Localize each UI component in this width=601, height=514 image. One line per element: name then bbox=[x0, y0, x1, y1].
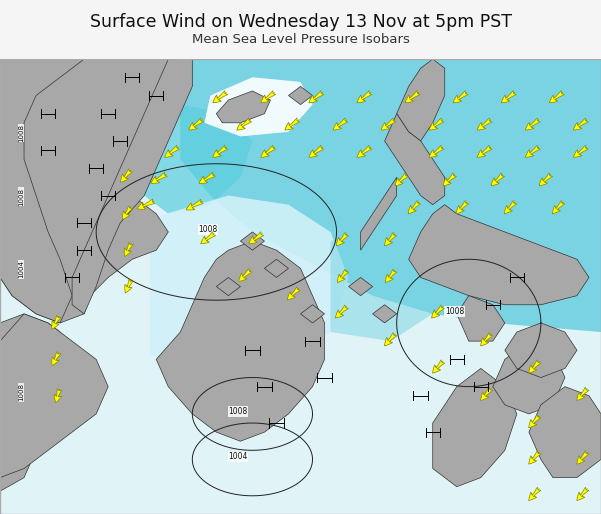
Polygon shape bbox=[409, 205, 589, 305]
Text: 1008: 1008 bbox=[18, 188, 24, 206]
Polygon shape bbox=[0, 314, 108, 478]
Polygon shape bbox=[72, 59, 192, 314]
Polygon shape bbox=[0, 423, 36, 491]
Polygon shape bbox=[349, 278, 373, 296]
Polygon shape bbox=[457, 296, 505, 341]
Polygon shape bbox=[433, 369, 517, 487]
Polygon shape bbox=[0, 59, 192, 323]
Polygon shape bbox=[180, 59, 601, 332]
Polygon shape bbox=[493, 341, 565, 414]
Polygon shape bbox=[216, 91, 270, 123]
Polygon shape bbox=[397, 59, 445, 141]
Polygon shape bbox=[373, 305, 397, 323]
Text: Mean Sea Level Pressure Isobars: Mean Sea Level Pressure Isobars bbox=[192, 33, 409, 46]
Polygon shape bbox=[0, 59, 84, 323]
Text: 1004: 1004 bbox=[228, 452, 248, 462]
Text: 1008: 1008 bbox=[228, 407, 248, 416]
Text: Surface Wind on Wednesday 13 Nov at 5pm PST: Surface Wind on Wednesday 13 Nov at 5pm … bbox=[90, 13, 511, 31]
Polygon shape bbox=[331, 218, 433, 341]
Text: 1004: 1004 bbox=[18, 261, 24, 279]
Polygon shape bbox=[505, 323, 577, 377]
Polygon shape bbox=[150, 196, 349, 377]
Polygon shape bbox=[529, 387, 601, 478]
Text: 1008: 1008 bbox=[445, 307, 464, 316]
Polygon shape bbox=[156, 241, 325, 441]
Polygon shape bbox=[385, 114, 445, 205]
Polygon shape bbox=[216, 278, 240, 296]
Polygon shape bbox=[288, 86, 313, 105]
Text: 1008: 1008 bbox=[18, 383, 24, 401]
Text: 1008: 1008 bbox=[18, 124, 24, 142]
Polygon shape bbox=[300, 305, 325, 323]
Polygon shape bbox=[204, 77, 313, 136]
Polygon shape bbox=[60, 177, 144, 287]
Polygon shape bbox=[361, 177, 397, 250]
Polygon shape bbox=[0, 314, 72, 441]
Polygon shape bbox=[264, 259, 288, 278]
Polygon shape bbox=[132, 105, 252, 214]
Polygon shape bbox=[240, 232, 264, 250]
Text: 1008: 1008 bbox=[198, 225, 218, 234]
